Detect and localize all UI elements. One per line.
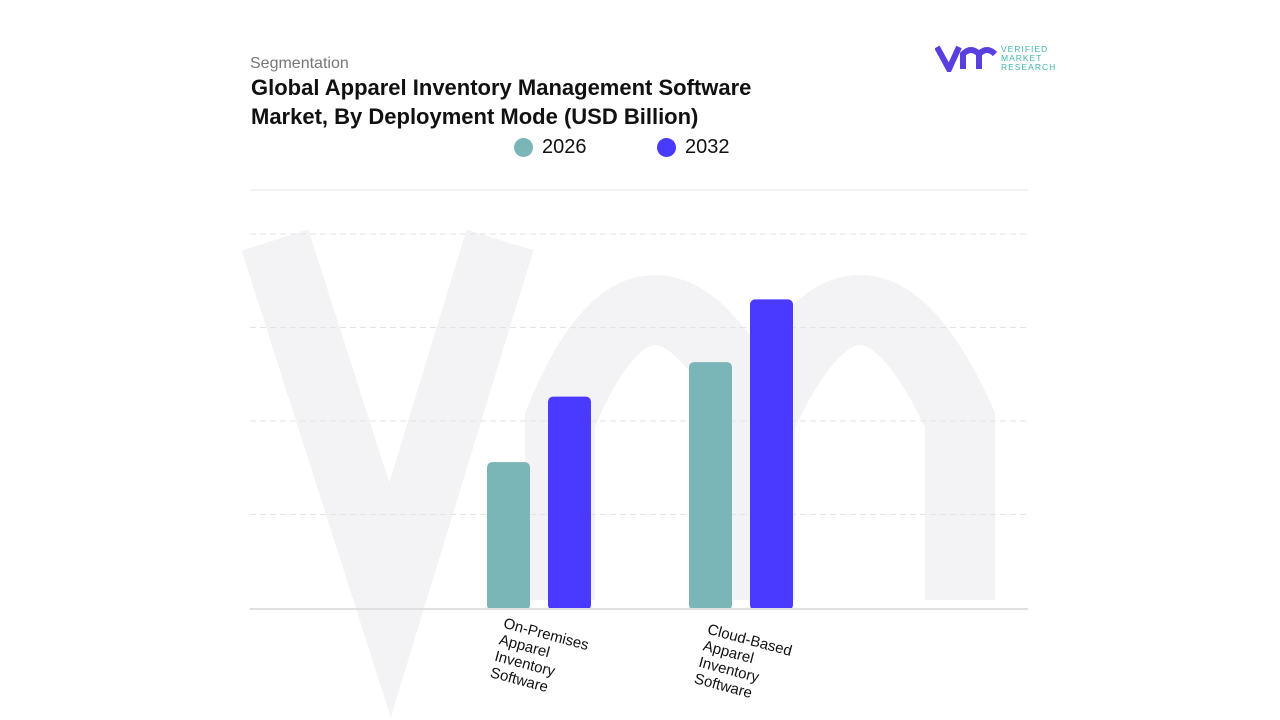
vmr-logo-icon: [935, 45, 997, 72]
legend-dot-icon: [657, 138, 676, 157]
legend-item-2032: 2032: [657, 136, 730, 159]
legend-item-2026: 2026: [514, 136, 587, 159]
bar-2026-0: [487, 462, 530, 610]
watermark-logo: [241, 229, 995, 718]
logo-line: VERIFIED: [1001, 43, 1049, 54]
legend-label: 2032: [685, 136, 730, 158]
chart-title: Global Apparel Inventory Management Soft…: [251, 75, 752, 129]
bar-2032-0: [548, 396, 591, 610]
subtitle: Segmentation: [250, 55, 349, 72]
bar-2032-1: [750, 299, 793, 610]
logo-line: RESEARCH: [1001, 61, 1057, 72]
bar-2026-1: [689, 362, 732, 610]
logo: VERIFIED MARKET RESEARCH: [935, 44, 1056, 72]
logo-line: MARKET: [1001, 52, 1043, 63]
legend-label: 2026: [542, 136, 587, 158]
legend-dot-icon: [514, 138, 533, 157]
